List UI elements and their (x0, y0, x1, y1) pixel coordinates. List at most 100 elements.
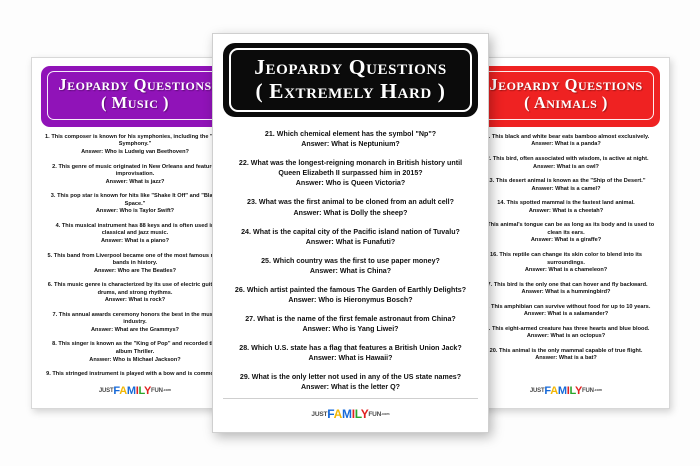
question-answer-item: 28. Which U.S. state has a flag that fea… (232, 343, 469, 363)
answer-text: Answer: What is Neptunium? (301, 140, 400, 149)
question-answer-item: 19. This eight-armed creature has three … (476, 326, 656, 341)
worksheet-card-animals[interactable]: Jeopardy Questions ( Animals ) 11. This … (462, 57, 670, 409)
logo-letter-m: M (557, 385, 567, 397)
logo-letter-f: F (544, 385, 551, 397)
card-title-line2: ( Extremely Hard ) (255, 79, 446, 104)
answer-text: Answer: What are the Grammys? (91, 326, 179, 333)
logo-letter-i: I (351, 407, 355, 421)
answer-text: Answer: What is a panda? (531, 141, 601, 148)
brand-logo: JUSTFAMILYFUN.com (223, 398, 478, 428)
question-text: 27. What is the name of the first female… (245, 314, 456, 323)
logo-dotcom: .com (381, 412, 390, 416)
question-answer-item: 21. Which chemical element has the symbo… (232, 129, 469, 149)
answer-text: Answer: What is a giraffe? (530, 237, 602, 244)
answer-text: Answer: What is a salamander? (523, 311, 609, 318)
logo-letter-a: A (550, 385, 558, 397)
question-answer-item: 11. This black and white bear eats bambo… (476, 134, 656, 149)
question-text: 3. This pop star is known for hits like … (50, 193, 220, 207)
answer-text: Answer: Who are The Beatles? (93, 267, 177, 274)
logo-letter-i: I (135, 385, 139, 397)
question-text: 5. This band from Liverpool became one o… (47, 252, 223, 267)
question-answer-item: 3. This pop star is known for hits like … (45, 193, 225, 216)
answer-text: Answer: What is Dolly the sheep? (293, 208, 408, 217)
question-answer-item: 7. This annual awards ceremony honors th… (45, 312, 225, 335)
question-answer-item: 8. This singer is known as the "King of … (45, 341, 225, 364)
question-answer-item: 9. This stringed instrument is played wi… (45, 371, 225, 377)
answer-text: Answer: What is an octopus? (526, 333, 606, 340)
logo-letter-f: F (327, 407, 334, 421)
question-answer-item: 16. This reptile can change its skin col… (476, 252, 656, 275)
answer-text: Answer: Who is Yang Liwei? (302, 325, 399, 334)
logo-letter-i: I (566, 385, 570, 397)
answer-text: Answer: Who is Taylor Swift? (95, 208, 175, 215)
question-text: 16. This reptile can change its skin col… (490, 251, 642, 266)
answer-text: Answer: What is an owl? (533, 163, 599, 170)
answer-text: Answer: What is rock? (104, 297, 166, 304)
card-title-line2: ( Animals ) (524, 93, 608, 113)
logo-letter-y: Y (143, 385, 151, 397)
answer-text: Answer: What is a bat? (535, 355, 597, 362)
question-text: 25. Which country was the first to use p… (261, 256, 440, 265)
question-text: 12. This bird, often associated with wis… (483, 156, 649, 163)
answer-text: Answer: Who is Queen Victoria? (295, 179, 406, 188)
question-text: 29. What is the only letter not used in … (239, 373, 462, 382)
question-answer-item: 26. Which artist painted the famous The … (232, 285, 469, 305)
logo-fun: FUN (368, 411, 382, 418)
answer-text: Answer: What is a chameleon? (524, 267, 608, 274)
card-title-line1: Jeopardy Questions (58, 75, 212, 94)
question-text: 28. Which U.S. state has a flag that fea… (239, 344, 462, 353)
question-answer-item: 12. This bird, often associated with wis… (476, 156, 656, 171)
card-inner: Jeopardy Questions ( Extremely Hard ) 21… (223, 43, 478, 428)
question-list-music: 1. This composer is known for his sympho… (41, 127, 229, 377)
question-text: 7. This annual awards ceremony honors th… (52, 311, 218, 326)
answer-text: Answer: What is China? (309, 266, 392, 275)
answer-text: Answer: Who is Hieronymus Bosch? (288, 295, 413, 304)
question-answer-item: 14. This spotted mammal is the fastest l… (476, 200, 656, 215)
card-title-line2: ( Music ) (101, 93, 169, 113)
question-text: 23. What was the first animal to be clon… (247, 198, 454, 207)
logo-dotcom: .com (162, 388, 172, 392)
logo-letter-f: F (113, 385, 120, 397)
question-answer-item: 5. This band from Liverpool became one o… (45, 253, 225, 276)
answer-text: Answer: What is a piano? (100, 237, 170, 244)
banner-inner: Jeopardy Questions ( Extremely Hard ) (229, 48, 472, 113)
question-answer-item: 29. What is the only letter not used in … (232, 372, 469, 392)
worksheet-card-music[interactable]: Jeopardy Questions ( Music ) 1. This com… (31, 57, 239, 409)
question-text: 2. This genre of music originated in New… (52, 163, 218, 178)
logo-letter-l: L (569, 385, 576, 397)
question-answer-item: 1. This composer is known for his sympho… (45, 134, 225, 157)
logo-letter-l: L (354, 407, 361, 421)
card-title-line1: Jeopardy Questions (254, 55, 447, 79)
question-text: 4. This musical instrument has 88 keys a… (55, 222, 215, 237)
question-answer-item: 24. What is the capital city of the Paci… (232, 227, 469, 247)
answer-text: Answer: What is a hummingbird? (521, 289, 611, 296)
brand-logo: JUSTFAMILYFUN.com (472, 377, 660, 404)
card-inner: Jeopardy Questions ( Animals ) 11. This … (472, 66, 660, 404)
question-text: 8. This singer is known as the "King of … (52, 341, 218, 355)
question-answer-item: 6. This music genre is characterized by … (45, 282, 225, 305)
logo-just: JUST (98, 388, 114, 394)
logo-dotcom: .com (593, 388, 603, 392)
question-text: 1. This composer is known for his sympho… (45, 133, 225, 148)
question-answer-item: 4. This musical instrument has 88 keys a… (45, 223, 225, 246)
logo-letter-y: Y (574, 385, 582, 397)
question-text: 6. This music genre is characterized by … (47, 282, 223, 296)
answer-text: Answer: What is jazz? (105, 178, 165, 185)
question-answer-item: 2. This genre of music originated in New… (45, 164, 225, 187)
card-header-banner-music: Jeopardy Questions ( Music ) (41, 66, 229, 127)
banner-inner: Jeopardy Questions ( Animals ) (478, 71, 654, 120)
card-title-line1: Jeopardy Questions (489, 75, 643, 94)
question-text: 21. Which chemical element has the symbo… (264, 130, 437, 139)
question-text: 11. This black and white bear eats bambo… (482, 133, 650, 140)
question-text: 17. This bird is the only one that can h… (484, 281, 648, 288)
question-text: 26. Which artist painted the famous The … (234, 285, 467, 294)
question-answer-item: 13. This desert animal is known as the "… (476, 178, 656, 193)
worksheet-card-extremely-hard[interactable]: Jeopardy Questions ( Extremely Hard ) 21… (212, 33, 489, 433)
logo-just: JUST (529, 388, 545, 394)
question-text: 14. This spotted mammal is the fastest l… (497, 200, 635, 207)
question-answer-item: 25. Which country was the first to use p… (232, 256, 469, 276)
banner-inner: Jeopardy Questions ( Music ) (47, 71, 223, 120)
logo-letter-m: M (342, 407, 352, 421)
answer-text: Answer: What is Funafuti? (305, 237, 396, 246)
